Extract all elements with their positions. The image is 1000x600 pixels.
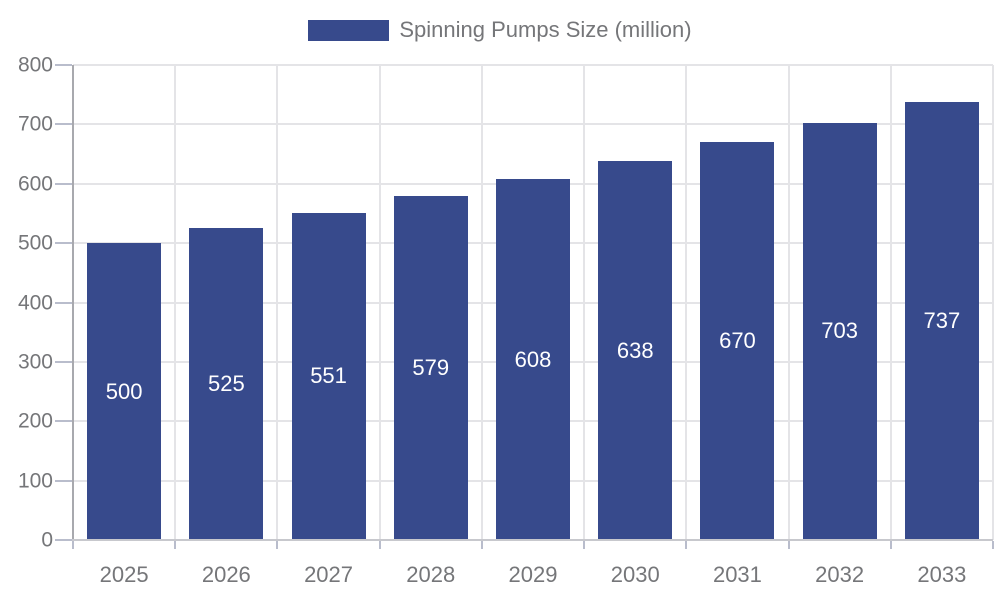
- x-tick-mark: [889, 541, 892, 549]
- bar-value-label: 500: [105, 378, 143, 404]
- x-axis-tick-label: 2026: [201, 562, 251, 587]
- y-axis-tick-label: 300: [17, 350, 53, 374]
- x-tick-mark: [992, 541, 994, 549]
- bar-value-label: 525: [207, 371, 245, 397]
- x-axis-tick-label: 2030: [610, 562, 660, 587]
- gridline-vertical: [787, 65, 790, 540]
- gridline-vertical: [889, 65, 892, 540]
- y-tick-mark: [55, 360, 72, 363]
- x-tick-mark: [685, 541, 688, 549]
- x-axis-tick-label: 2033: [917, 562, 967, 587]
- plot-area: 500 525 551 579 608 638 670 703 737: [55, 64, 994, 549]
- x-axis-tick-label: 2025: [99, 562, 149, 587]
- bar-value-label: 551: [310, 363, 347, 389]
- y-axis-tick-label: 800: [17, 53, 53, 77]
- bar-value-label: 670: [719, 328, 756, 354]
- legend[interactable]: Spinning Pumps Size (million): [0, 19, 1000, 41]
- bar: 670: [700, 142, 775, 540]
- y-axis-tick-label: 600: [17, 172, 53, 196]
- y-axis-tick-label: 400: [17, 291, 53, 314]
- gridline-vertical: [480, 65, 483, 540]
- gridline-vertical: [685, 65, 688, 540]
- gridline-vertical: [378, 65, 381, 540]
- y-axis-line: [72, 65, 74, 540]
- y-tick-mark: [55, 123, 72, 126]
- x-tick-mark: [787, 541, 790, 549]
- gridline-horizontal: [73, 64, 993, 66]
- y-tick-mark: [55, 182, 72, 185]
- x-tick-mark: [276, 541, 279, 549]
- x-axis-tick-label: 2028: [406, 562, 456, 587]
- y-axis-tick-label: 0: [41, 528, 53, 552]
- y-axis-tick-label: 200: [17, 409, 53, 433]
- bar-value-label: 703: [821, 318, 859, 344]
- bar: 737: [904, 102, 979, 540]
- y-axis-tick-label: 100: [17, 469, 53, 493]
- y-tick-mark: [55, 479, 72, 482]
- legend-label: Spinning Pumps Size (million): [399, 17, 692, 42]
- gridline-vertical: [174, 65, 177, 540]
- bar: 703: [802, 122, 877, 540]
- x-tick-mark: [480, 541, 483, 549]
- bar: 551: [291, 212, 366, 540]
- x-axis-tick-label: 2032: [815, 562, 865, 587]
- x-tick-mark: [72, 541, 74, 549]
- gridline-vertical: [992, 65, 994, 540]
- x-axis-tick-label: 2029: [508, 562, 558, 587]
- x-axis-tick-label: 2031: [712, 562, 762, 587]
- bar: 579: [393, 196, 468, 540]
- gridline-horizontal: [73, 123, 993, 126]
- y-tick-mark: [55, 242, 72, 245]
- x-tick-mark: [583, 541, 586, 549]
- y-tick-mark: [55, 64, 72, 66]
- y-tick-mark: [55, 539, 72, 541]
- y-axis-tick-label: 700: [17, 112, 53, 136]
- legend-swatch: [308, 19, 390, 41]
- bar-value-label: 737: [923, 308, 961, 334]
- bar: 525: [189, 228, 264, 540]
- gridline-vertical: [583, 65, 586, 540]
- x-tick-mark: [174, 541, 177, 549]
- bar: 608: [496, 179, 570, 540]
- x-axis-tick-label: 2027: [304, 562, 354, 587]
- y-tick-mark: [55, 301, 72, 304]
- bar: 500: [87, 243, 162, 540]
- bar-value-label: 579: [412, 355, 450, 381]
- gridline-vertical: [276, 65, 279, 540]
- bar: 638: [598, 161, 673, 540]
- x-axis-line: [72, 539, 993, 541]
- bar-value-label: 608: [514, 346, 552, 372]
- y-tick-mark: [55, 420, 72, 423]
- bar-value-label: 638: [616, 337, 654, 363]
- y-axis-tick-label: 500: [17, 231, 53, 255]
- x-tick-mark: [378, 541, 381, 549]
